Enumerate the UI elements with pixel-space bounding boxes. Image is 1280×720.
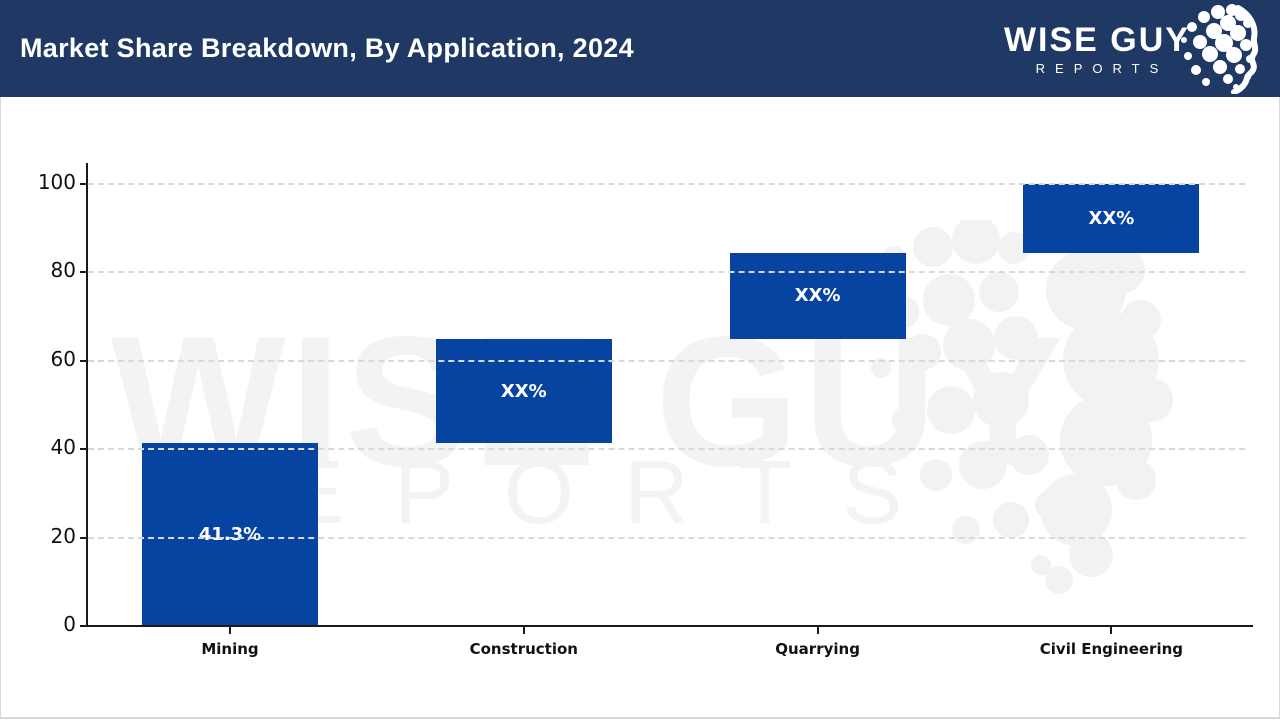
- logo-tagline: REPORTS: [1035, 61, 1169, 76]
- watermark-head-dots-icon: [871, 220, 1173, 594]
- wise-guy-reports-logo: WISE GUY REPORTS: [1004, 4, 1262, 94]
- y-axis-tick-label: 20: [50, 523, 76, 548]
- x-tick-mark: [816, 626, 819, 634]
- x-tick-mark: [229, 626, 231, 634]
- page-title: Market Share Breakdown, By Application, …: [20, 33, 634, 63]
- bar-mining: 41.3%: [142, 443, 318, 626]
- gridline: [88, 271, 1245, 274]
- y-tick-mark: [80, 271, 88, 274]
- bar-civil-engineering: XX%: [1023, 184, 1200, 253]
- bar-value-label: XX%: [794, 285, 841, 307]
- bar-construction: XX%: [435, 338, 612, 444]
- y-tick-mark: [80, 536, 88, 539]
- x-tick-mark: [1110, 626, 1113, 634]
- y-axis-spine: [86, 163, 88, 626]
- y-axis-tick-label: 80: [50, 258, 76, 283]
- gridline: [88, 536, 1245, 539]
- bar-value-label: XX%: [1088, 207, 1135, 229]
- x-tick-mark: [522, 626, 525, 634]
- x-axis-label-mining: Mining: [201, 640, 259, 658]
- bar-quarrying: XX%: [729, 252, 906, 339]
- y-tick-mark: [80, 448, 88, 451]
- y-tick-mark: [80, 359, 88, 362]
- x-axis-label-civil-engineering: Civil Engineering: [1039, 640, 1183, 658]
- header-band: Market Share Breakdown, By Application, …: [0, 0, 1280, 97]
- y-axis-tick-label: 40: [50, 435, 76, 460]
- bar-value-label: 41.3%: [198, 524, 262, 546]
- gridline: [88, 183, 1245, 185]
- x-axis-label-construction: Construction: [469, 640, 578, 658]
- x-axis-spine: [86, 625, 1253, 627]
- gridline: [88, 448, 1245, 451]
- gridline: [88, 359, 1245, 362]
- x-axis-label-quarrying: Quarrying: [775, 640, 860, 658]
- y-axis-tick-label: 100: [37, 170, 76, 194]
- logo-text: WISE GUY REPORTS: [1004, 22, 1190, 76]
- bar-value-label: XX%: [500, 380, 547, 402]
- logo-name: WISE GUY: [1003, 21, 1190, 59]
- y-tick-mark: [80, 625, 88, 627]
- logo-head-dots-icon: [1181, 4, 1259, 94]
- y-axis-tick-label: 60: [50, 346, 76, 371]
- y-axis-tick-label: 0: [63, 612, 76, 636]
- y-tick-mark: [80, 183, 88, 185]
